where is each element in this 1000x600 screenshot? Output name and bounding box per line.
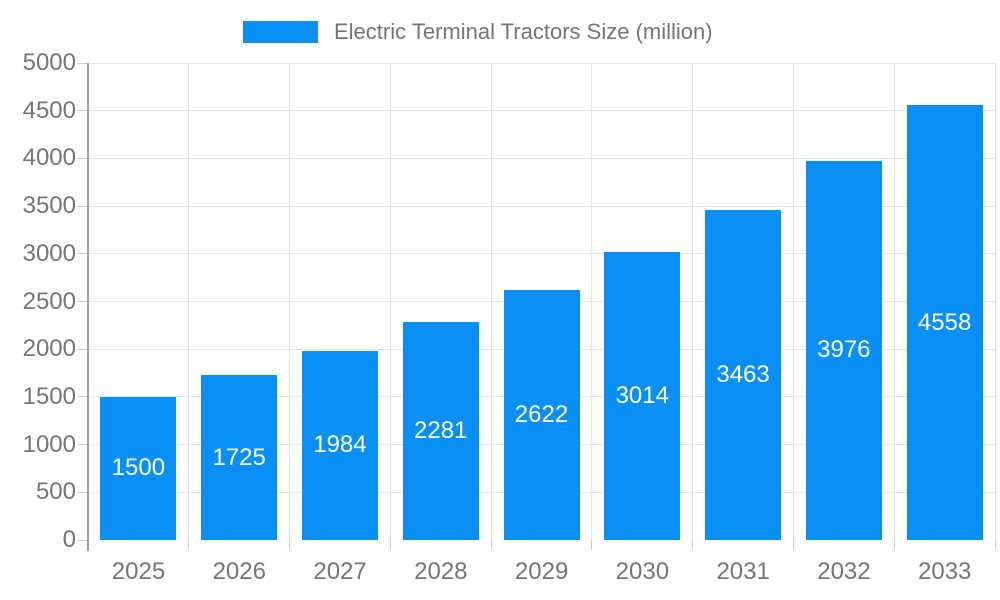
bar-2026: 1725	[201, 375, 278, 540]
x-axis-tick	[893, 540, 895, 550]
x-axis-tick-label: 2033	[918, 558, 972, 585]
y-axis-tick	[77, 205, 88, 207]
x-axis-tick	[389, 540, 391, 550]
v-gridline	[591, 63, 593, 540]
v-gridline	[188, 63, 190, 540]
y-axis-tick	[77, 539, 88, 541]
v-gridline	[994, 63, 996, 540]
y-axis-tick	[77, 396, 88, 398]
x-axis-tick	[490, 540, 492, 550]
bar-value-label: 1984	[313, 431, 367, 459]
y-axis-tick-label: 4500	[22, 96, 76, 124]
bar-value-label: 3463	[716, 360, 770, 388]
y-axis-tick-label: 4000	[22, 144, 76, 172]
v-gridline	[490, 63, 492, 540]
x-axis-tick-label: 2030	[615, 558, 670, 585]
h-gridline	[88, 62, 995, 64]
x-axis-tick-label: 2025	[111, 558, 166, 585]
h-gridline	[88, 205, 995, 207]
x-axis-tick	[792, 540, 794, 550]
legend-swatch	[243, 21, 318, 43]
y-axis-tick	[77, 301, 88, 302]
v-gridline	[893, 63, 895, 540]
y-axis-line	[87, 63, 89, 551]
y-axis-tick	[77, 110, 88, 112]
bar-value-label: 4558	[917, 308, 972, 336]
bar-2032: 3976	[805, 160, 882, 540]
bar-value-label: 2622	[514, 400, 569, 428]
y-axis-tick	[77, 348, 88, 350]
x-axis-tick	[591, 540, 593, 550]
bar-value-label: 2281	[414, 417, 468, 445]
y-axis-tick-label: 3500	[22, 192, 76, 220]
v-gridline	[792, 63, 794, 540]
h-gridline	[88, 253, 995, 255]
bar-value-label: 3976	[817, 336, 871, 364]
v-gridline	[389, 63, 391, 540]
bar-2025: 1500	[100, 396, 177, 540]
x-axis-tick	[692, 540, 694, 550]
v-gridline	[692, 63, 694, 540]
x-axis-tick	[994, 540, 996, 550]
bar-2029: 2622	[503, 289, 580, 540]
y-axis-tick	[77, 253, 88, 255]
bar-value-label: 1725	[212, 443, 266, 471]
y-axis-tick	[77, 157, 88, 159]
y-axis-tick-label: 0	[62, 526, 76, 553]
legend-label: Electric Terminal Tractors Size (million…	[334, 19, 713, 44]
y-axis-tick-label: 2500	[22, 287, 76, 315]
bar-2033: 4558	[906, 105, 983, 540]
x-axis-tick-label: 2032	[817, 558, 871, 585]
x-axis-tick	[289, 540, 291, 550]
y-axis-tick-label: 3000	[22, 239, 76, 267]
bar-value-label: 1500	[111, 454, 166, 482]
y-axis-tick-label: 1500	[22, 382, 76, 410]
y-axis-tick-label: 2000	[22, 335, 76, 363]
chart-legend: Electric Terminal Tractors Size (million…	[243, 20, 713, 44]
x-axis-tick-label: 2028	[414, 558, 468, 585]
y-axis-tick-label: 5000	[22, 49, 76, 76]
y-axis-tick-label: 1000	[22, 430, 76, 458]
x-axis-tick-label: 2031	[716, 558, 770, 585]
x-axis-tick-label: 2026	[212, 558, 266, 585]
y-axis-tick	[77, 491, 88, 493]
bar-2031: 3463	[705, 209, 782, 540]
plot-area: 1500 1725 1984 2281 2622 3014 3463 3976 4558 0 50…	[23, 49, 996, 585]
y-axis-tick	[77, 444, 88, 446]
x-axis-tick-label: 2027	[313, 558, 367, 585]
x-axis-tick-label: 2029	[514, 558, 569, 585]
bar-2030: 3014	[604, 252, 681, 540]
bar-value-label: 3014	[615, 382, 669, 410]
bar-2028: 2281	[402, 322, 479, 540]
bar-2027: 1984	[301, 350, 378, 540]
h-gridline	[88, 157, 995, 159]
y-axis-tick	[77, 62, 88, 64]
v-gridline	[289, 63, 291, 540]
h-gridline	[88, 110, 995, 112]
y-axis-tick-label: 500	[35, 478, 76, 506]
x-axis-tick	[188, 540, 190, 550]
